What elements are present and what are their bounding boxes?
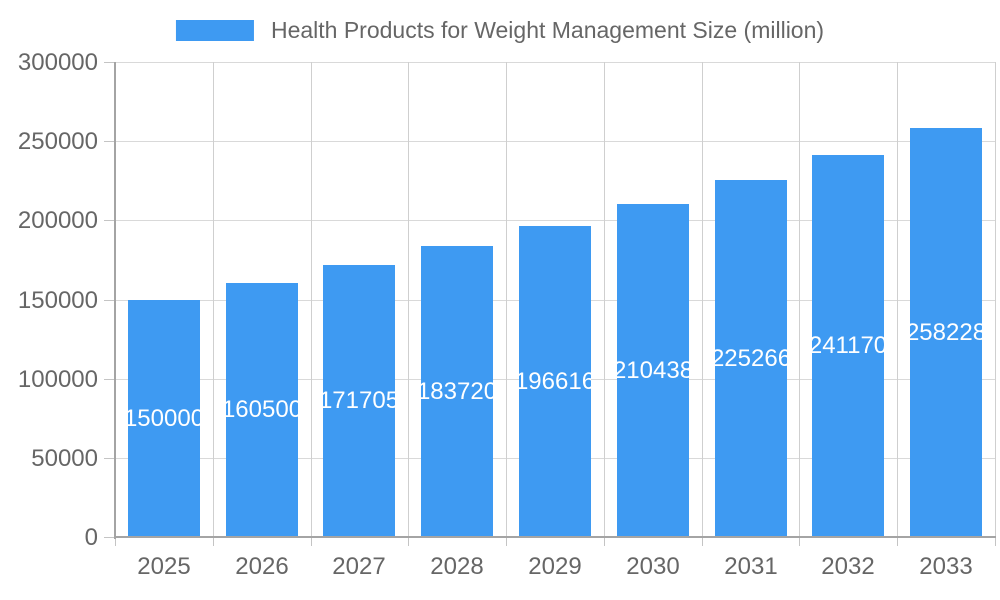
- x-tick-mark: [311, 537, 312, 546]
- y-tick-mark: [104, 300, 115, 301]
- bar[interactable]: 150000: [128, 300, 200, 538]
- bar[interactable]: 241170: [812, 155, 884, 537]
- x-tick-label: 2030: [626, 553, 680, 580]
- legend-label: Health Products for Weight Management Si…: [270, 17, 825, 43]
- x-tick-label: 2025: [137, 553, 191, 580]
- x-tick-mark: [799, 537, 800, 546]
- x-tick-mark: [408, 537, 409, 546]
- y-tick-mark: [104, 141, 115, 142]
- x-tick-label: 2028: [430, 553, 484, 580]
- y-tick-label: 0: [84, 524, 98, 551]
- bar[interactable]: 160500: [226, 283, 298, 537]
- y-tick-label: 200000: [17, 207, 98, 234]
- bar-value-label: 241170: [812, 332, 884, 359]
- bar[interactable]: 225266: [715, 180, 787, 537]
- y-tick-mark: [104, 62, 115, 63]
- bar[interactable]: 258228: [910, 128, 982, 537]
- y-tick-label: 250000: [17, 128, 98, 155]
- x-gridline: [408, 62, 409, 537]
- bar[interactable]: 210438: [617, 204, 689, 537]
- x-tick-label: 2029: [528, 553, 582, 580]
- x-gridline: [311, 62, 312, 537]
- legend-swatch-icon: [175, 20, 254, 41]
- x-gridline: [995, 62, 996, 537]
- x-gridline: [799, 62, 800, 537]
- bar-value-label: 196616: [519, 367, 591, 395]
- bar-value-label: 183720: [421, 377, 493, 405]
- x-tick-mark: [604, 537, 605, 546]
- bar-value-label: 150000: [128, 405, 200, 432]
- y-gridline: [115, 220, 995, 221]
- x-tick-mark: [115, 537, 116, 546]
- x-tick-label: 2026: [235, 553, 289, 580]
- y-tick-label: 100000: [17, 366, 98, 393]
- bar-value-label: 171705: [323, 387, 395, 414]
- y-tick-label: 150000: [17, 287, 98, 314]
- bar-value-label: 258228: [910, 318, 982, 346]
- x-tick-label: 2031: [724, 553, 778, 580]
- y-tick-mark: [104, 537, 115, 538]
- x-tick-mark: [702, 537, 703, 546]
- x-tick-mark: [506, 537, 507, 546]
- y-tick-label: 50000: [31, 445, 98, 472]
- x-gridline: [897, 62, 898, 537]
- x-tick-label: 2032: [821, 553, 875, 580]
- y-tick-mark: [104, 220, 115, 221]
- bar-value-label: 160500: [226, 396, 298, 423]
- y-gridline: [115, 141, 995, 142]
- x-tick-mark: [213, 537, 214, 546]
- y-axis-line: [114, 62, 116, 539]
- bar-value-label: 210438: [617, 356, 689, 384]
- y-tick-label: 300000: [17, 49, 98, 76]
- chart-legend[interactable]: Health Products for Weight Management Si…: [175, 17, 825, 44]
- x-gridline: [702, 62, 703, 537]
- x-axis-line: [114, 536, 996, 538]
- x-gridline: [604, 62, 605, 537]
- x-gridline: [506, 62, 507, 537]
- y-gridline: [115, 62, 995, 63]
- x-tick-label: 2027: [332, 553, 386, 580]
- bar[interactable]: 196616: [519, 226, 591, 537]
- x-gridline: [213, 62, 214, 537]
- bar[interactable]: 183720: [421, 246, 493, 537]
- y-tick-mark: [104, 379, 115, 380]
- x-tick-mark: [995, 537, 996, 546]
- bar-value-label: 225266: [715, 344, 787, 372]
- y-tick-mark: [104, 458, 115, 459]
- bar[interactable]: 171705: [323, 265, 395, 537]
- x-tick-mark: [897, 537, 898, 546]
- x-tick-label: 2033: [919, 553, 973, 580]
